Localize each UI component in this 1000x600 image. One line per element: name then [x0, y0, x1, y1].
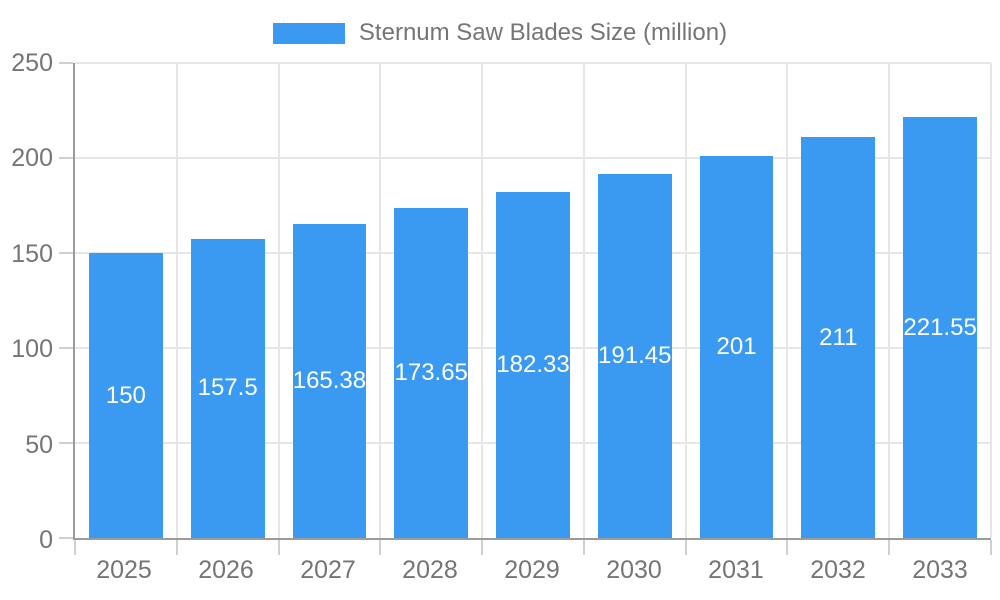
y-axis-tick-label: 100: [11, 335, 53, 364]
y-axis-tick: [59, 252, 73, 254]
gridline-vertical: [481, 63, 484, 538]
bar-slot: 191.45: [584, 63, 686, 538]
bar-slot: 173.65: [380, 63, 482, 538]
y-axis-tick-label: 50: [25, 430, 53, 459]
y-axis-tick: [59, 442, 73, 444]
x-axis-tick-label: 2032: [810, 556, 866, 584]
bar-2028[interactable]: 173.65: [394, 208, 469, 538]
x-axis-tick: [888, 540, 891, 555]
bar-2033[interactable]: 221.55: [903, 117, 977, 538]
bar-value-label: 182.33: [496, 350, 570, 378]
legend-swatch: [272, 22, 345, 44]
y-axis-tick: [59, 537, 73, 539]
bar-2026[interactable]: 157.5: [190, 238, 265, 538]
bar-2031[interactable]: 201: [699, 156, 774, 538]
bar-slot: 221.55: [889, 63, 991, 538]
gridline-vertical: [684, 63, 687, 538]
bar-slot: 165.38: [279, 63, 381, 538]
plot-area: 150 157.5 165.38 173.65 182.33 191.45 201 211 22…: [59, 62, 992, 555]
x-axis-tick-label: 2028: [402, 556, 458, 584]
bar-slot: 157.5: [177, 63, 279, 538]
bar-slot: 201: [686, 63, 788, 538]
x-axis-labels: 2025 2026 2027 2028 2029 2030 2031 2032 2033: [73, 554, 991, 586]
x-axis-tick: [379, 540, 382, 555]
gridline-vertical: [786, 63, 789, 538]
y-axis-tick: [59, 157, 73, 159]
gridline-vertical: [582, 63, 585, 538]
x-axis-tick: [582, 540, 585, 555]
x-axis-tick-label: 2025: [96, 556, 152, 584]
y-axis-tick-label: 150: [11, 239, 53, 268]
x-axis-tick-label: 2033: [912, 556, 968, 584]
x-axis-tick: [74, 540, 76, 555]
bar-value-label: 150: [105, 381, 146, 409]
bar-value-label: 201: [716, 333, 757, 361]
legend-label: Sternum Saw Blades Size (million): [358, 19, 728, 46]
y-axis-tick-label: 250: [11, 49, 53, 77]
gridline-vertical: [277, 63, 280, 538]
x-axis-tick: [990, 540, 992, 555]
gridline-vertical: [379, 63, 382, 538]
gridline-horizontal: [75, 62, 991, 64]
x-axis-tick-label: 2031: [708, 556, 764, 584]
x-axis-tick-label: 2030: [606, 556, 662, 584]
x-axis-tick: [175, 540, 178, 555]
bar-slot: 150: [75, 63, 177, 538]
bar-2025[interactable]: 150: [89, 253, 163, 538]
bar-slot: 182.33: [482, 63, 584, 538]
x-axis-tick: [786, 540, 789, 555]
x-axis-tick-label: 2026: [198, 556, 254, 584]
y-axis-tick-label: 0: [39, 526, 53, 554]
bar-value-label: 157.5: [197, 374, 258, 402]
bar-value-label: 221.55: [903, 313, 977, 341]
x-axis-tick-label: 2029: [504, 556, 560, 584]
y-axis-labels: 0 50 100 150 200 250: [0, 49, 53, 554]
y-axis-tick: [59, 62, 73, 64]
gridline-horizontal: [75, 157, 991, 159]
x-axis-tick: [277, 540, 280, 555]
y-axis-tick-label: 200: [11, 144, 53, 173]
y-axis-tick: [59, 347, 73, 349]
bar-value-label: 173.65: [394, 359, 468, 387]
bar-2032[interactable]: 211: [801, 137, 876, 538]
bar-2027[interactable]: 165.38: [292, 223, 367, 538]
bar-value-label: 191.45: [598, 342, 672, 370]
x-axis-tick-label: 2027: [300, 556, 356, 584]
x-axis-tick: [481, 540, 484, 555]
x-axis-tick: [684, 540, 687, 555]
gridline-vertical: [888, 63, 891, 538]
gridline-vertical: [990, 63, 992, 538]
bar-2030[interactable]: 191.45: [597, 174, 672, 538]
bar-2029[interactable]: 182.33: [496, 191, 570, 538]
gridline-vertical: [175, 63, 178, 538]
bar-value-label: 211: [819, 323, 858, 351]
bar-value-label: 165.38: [292, 366, 367, 394]
bar-slot: 211: [787, 63, 889, 538]
chart-legend-item[interactable]: Sternum Saw Blades Size (million): [0, 19, 1000, 46]
